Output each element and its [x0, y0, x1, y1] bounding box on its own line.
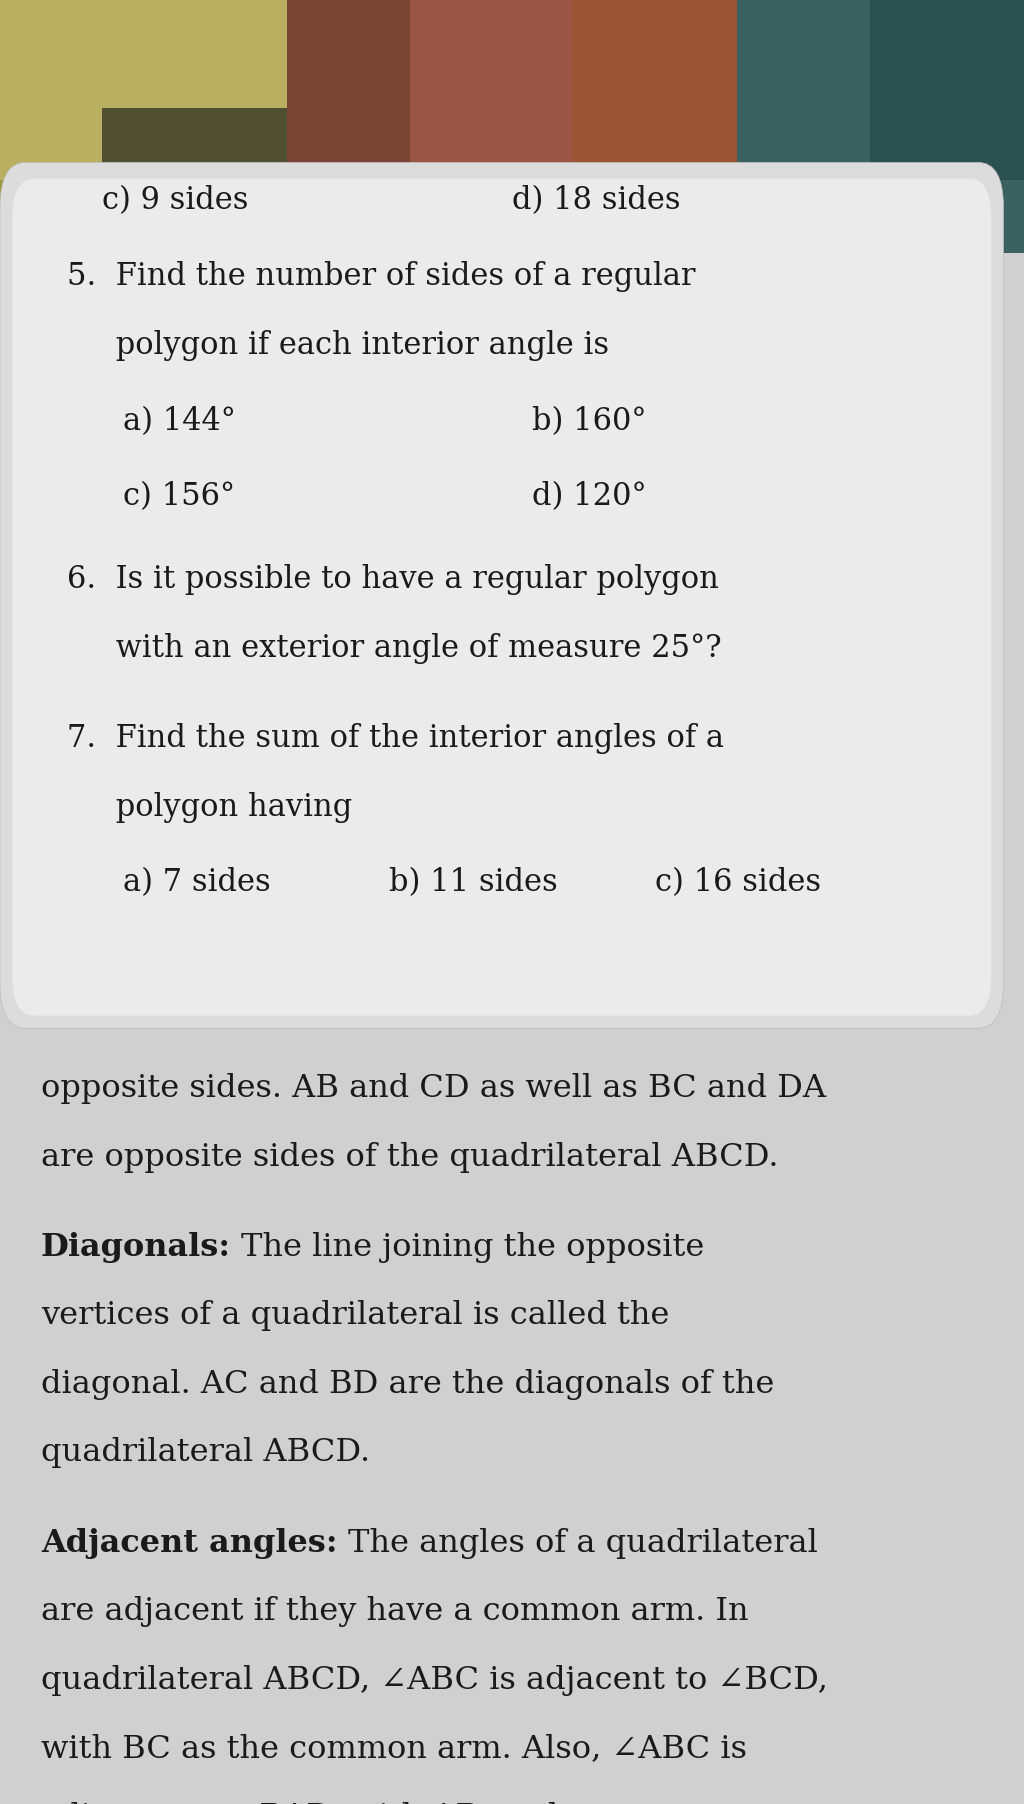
Text: 7.  Find the sum of the interior angles of a: 7. Find the sum of the interior angles o…	[67, 723, 724, 754]
Bar	[102, 108, 358, 253]
Text: Diagonals:: Diagonals:	[41, 1232, 231, 1263]
Text: 6.  Is it possible to have a regular polygon: 6. Is it possible to have a regular poly…	[67, 565, 719, 595]
Bar	[0, 0, 1024, 253]
Text: a) 144°: a) 144°	[123, 406, 236, 437]
Text: polygon if each interior angle is: polygon if each interior angle is	[67, 330, 608, 361]
Text: vertices of a quadrilateral is called the: vertices of a quadrilateral is called th…	[41, 1301, 670, 1331]
Text: 5.  Find the number of sides of a regular: 5. Find the number of sides of a regular	[67, 262, 695, 292]
Text: c) 9 sides: c) 9 sides	[102, 186, 249, 216]
Text: polygon having: polygon having	[67, 792, 352, 823]
Text: d) 18 sides: d) 18 sides	[512, 186, 681, 216]
Text: opposite sides. AB and CD as well as BC and DA: opposite sides. AB and CD as well as BC …	[41, 1073, 826, 1104]
Text: The angles of a quadrilateral: The angles of a quadrilateral	[338, 1528, 817, 1559]
FancyBboxPatch shape	[12, 179, 991, 1016]
Bar	[573, 0, 829, 253]
Text: adjacent to ∠BAD, with AB as the common arm.: adjacent to ∠BAD, with AB as the common …	[41, 1802, 820, 1804]
Bar	[0, 0, 307, 253]
Text: d) 120°: d) 120°	[532, 482, 647, 512]
Text: with an exterior angle of measure 25°?: with an exterior angle of measure 25°?	[67, 633, 721, 664]
Text: Adjacent angles:: Adjacent angles:	[41, 1528, 338, 1559]
Text: are opposite sides of the quadrilateral ABCD.: are opposite sides of the quadrilateral …	[41, 1142, 778, 1173]
Bar	[410, 0, 614, 180]
Text: with BC as the common arm. Also, ∠ABC is: with BC as the common arm. Also, ∠ABC is	[41, 1734, 746, 1764]
Text: a) 7 sides: a) 7 sides	[123, 868, 270, 898]
Bar	[287, 0, 573, 253]
Text: diagonal. AC and BD are the diagonals of the: diagonal. AC and BD are the diagonals of…	[41, 1369, 774, 1400]
Text: are adjacent if they have a common arm. In: are adjacent if they have a common arm. …	[41, 1597, 749, 1627]
Text: b) 160°: b) 160°	[532, 406, 647, 437]
Text: quadrilateral ABCD.: quadrilateral ABCD.	[41, 1438, 370, 1468]
Text: c) 16 sides: c) 16 sides	[655, 868, 821, 898]
Text: c) 156°: c) 156°	[123, 482, 234, 512]
Text: quadrilateral ABCD, ∠ABC is adjacent to ∠BCD,: quadrilateral ABCD, ∠ABC is adjacent to …	[41, 1665, 827, 1696]
Bar	[0, 253, 1024, 1804]
Text: The line joining the opposite: The line joining the opposite	[231, 1232, 705, 1263]
Bar	[870, 0, 1024, 180]
Bar	[737, 0, 1024, 253]
Text: b) 11 sides: b) 11 sides	[389, 868, 558, 898]
Bar	[0, 0, 287, 180]
FancyBboxPatch shape	[0, 162, 1004, 1028]
